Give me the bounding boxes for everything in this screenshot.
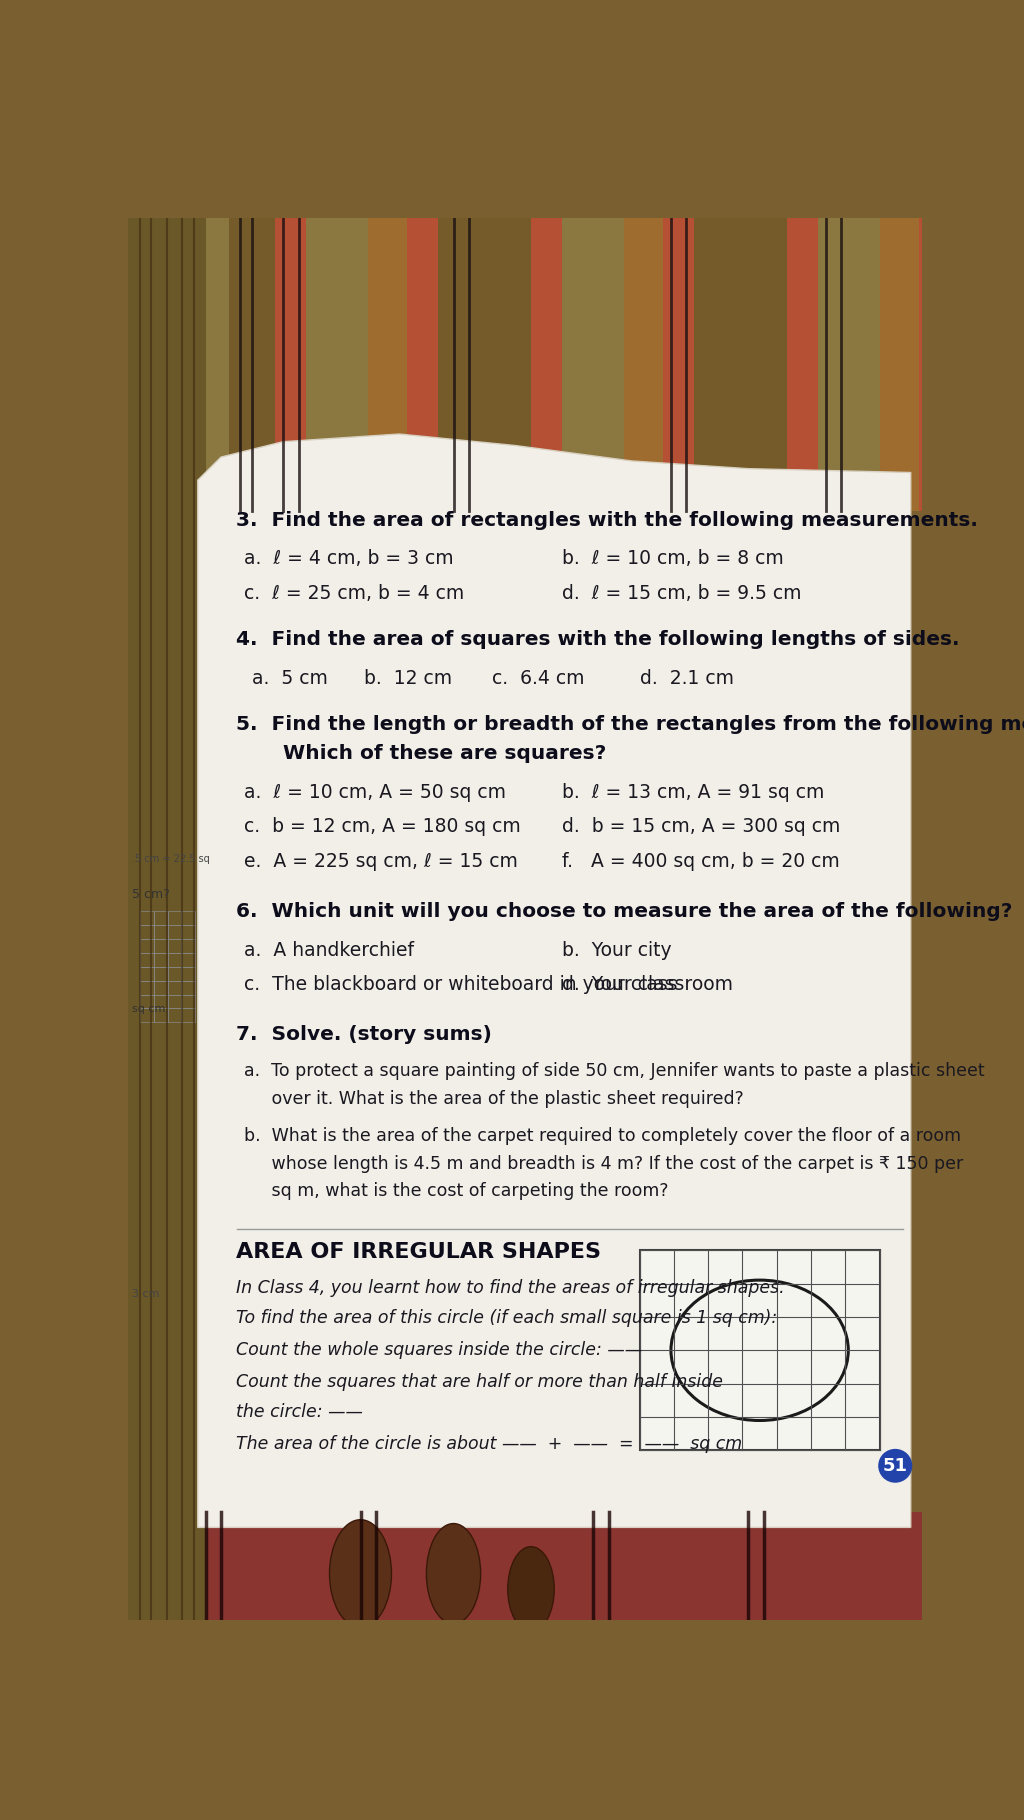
Bar (154, 966, 168, 981)
Text: b.  ℓ = 10 cm, b = 8 cm: b. ℓ = 10 cm, b = 8 cm (562, 550, 783, 568)
Text: b.  Your city: b. Your city (562, 941, 672, 959)
Bar (168, 966, 181, 981)
Text: 5 cm?: 5 cm? (132, 888, 170, 901)
Text: In Class 4, you learnt how to find the areas of irregular shapes.: In Class 4, you learnt how to find the a… (237, 1279, 785, 1298)
Bar (228, 218, 275, 511)
Bar (438, 218, 484, 511)
Bar (484, 218, 531, 511)
Text: AREA OF IRREGULAR SHAPES: AREA OF IRREGULAR SHAPES (237, 1243, 601, 1263)
Text: a.  To protect a square painting of side 50 cm, Jennifer wants to paste a plasti: a. To protect a square painting of side … (245, 1063, 985, 1081)
Bar (139, 912, 154, 925)
Polygon shape (198, 433, 910, 1527)
Bar (624, 218, 663, 511)
Bar (168, 1008, 181, 1023)
Text: To find the area of this circle (if each small square is 1 sq cm):: To find the area of this circle (if each… (237, 1309, 778, 1327)
Text: .5 cm = 22.5 sq: .5 cm = 22.5 sq (132, 854, 210, 864)
Bar (154, 925, 168, 939)
Bar (168, 939, 181, 954)
Text: a.  ℓ = 10 cm, A = 50 sq cm: a. ℓ = 10 cm, A = 50 sq cm (245, 783, 506, 803)
Bar (139, 966, 154, 981)
Text: over it. What is the area of the plastic sheet required?: over it. What is the area of the plastic… (245, 1090, 744, 1108)
Bar (740, 218, 786, 511)
Text: Which of these are squares?: Which of these are squares? (283, 744, 606, 763)
Bar (818, 218, 880, 511)
Bar (154, 1008, 168, 1023)
Text: d.  b = 15 cm, A = 300 sq cm: d. b = 15 cm, A = 300 sq cm (562, 817, 841, 837)
Bar (663, 218, 693, 511)
Text: c.  The blackboard or whiteboard in your class: c. The blackboard or whiteboard in your … (245, 976, 678, 994)
Bar (306, 218, 369, 511)
Ellipse shape (426, 1523, 480, 1623)
Bar (154, 954, 168, 966)
Text: The area of the circle is about ——  +  ——  =  ——  sq cm: The area of the circle is about —— + —— … (237, 1434, 742, 1452)
Bar (168, 994, 181, 1008)
Text: c.  ℓ = 25 cm, b = 4 cm: c. ℓ = 25 cm, b = 4 cm (245, 584, 465, 602)
Bar (128, 1512, 922, 1620)
Bar (128, 218, 922, 511)
Bar (154, 912, 168, 925)
Text: the circle: ——: the circle: —— (237, 1403, 364, 1421)
Bar (181, 994, 196, 1008)
Bar (139, 939, 154, 954)
Bar (168, 925, 181, 939)
Bar (181, 981, 196, 994)
Ellipse shape (508, 1547, 554, 1631)
Circle shape (879, 1449, 912, 1483)
Text: 51: 51 (883, 1456, 907, 1474)
Text: 5.  Find the length or breadth of the rectangles from the following measurements: 5. Find the length or breadth of the rec… (237, 715, 1024, 733)
Text: Count the whole squares inside the circle: ——: Count the whole squares inside the circl… (237, 1341, 643, 1360)
Bar (154, 981, 168, 994)
Text: sq cm.: sq cm. (132, 1005, 169, 1014)
Text: 3 cm: 3 cm (132, 1289, 160, 1299)
Text: a.  A handkerchief: a. A handkerchief (245, 941, 415, 959)
Bar (168, 912, 181, 925)
Bar (919, 218, 949, 511)
Text: d.  Your classroom: d. Your classroom (562, 976, 733, 994)
Text: 7.  Solve. (story sums): 7. Solve. (story sums) (237, 1025, 493, 1045)
Bar (181, 939, 196, 954)
Text: Count the squares that are half or more than half inside: Count the squares that are half or more … (237, 1374, 724, 1392)
Text: c.  b = 12 cm, A = 180 sq cm: c. b = 12 cm, A = 180 sq cm (245, 817, 521, 837)
Bar (139, 925, 154, 939)
Text: 3.  Find the area of rectangles with the following measurements.: 3. Find the area of rectangles with the … (237, 511, 978, 530)
Text: b.  12 cm: b. 12 cm (365, 668, 453, 688)
Text: sq m, what is the cost of carpeting the room?: sq m, what is the cost of carpeting the … (245, 1183, 669, 1201)
Bar (640, 1250, 880, 1451)
Bar (139, 981, 154, 994)
Bar (181, 954, 196, 966)
Bar (154, 939, 168, 954)
Bar (786, 218, 818, 511)
Bar (139, 954, 154, 966)
Bar (407, 218, 438, 511)
Bar (181, 912, 196, 925)
Bar (562, 218, 624, 511)
Bar (369, 218, 407, 511)
Text: d.  2.1 cm: d. 2.1 cm (640, 668, 733, 688)
Bar (168, 954, 181, 966)
Text: whose length is 4.5 m and breadth is 4 m? If the cost of the carpet is ₹ 150 per: whose length is 4.5 m and breadth is 4 m… (245, 1154, 964, 1172)
Bar (693, 218, 740, 511)
Bar (275, 218, 306, 511)
Text: e.  A = 225 sq cm, ℓ = 15 cm: e. A = 225 sq cm, ℓ = 15 cm (245, 852, 518, 872)
Bar (154, 994, 168, 1008)
Bar (181, 925, 196, 939)
Text: c.  6.4 cm: c. 6.4 cm (493, 668, 585, 688)
Bar (139, 994, 154, 1008)
Text: a.  ℓ = 4 cm, b = 3 cm: a. ℓ = 4 cm, b = 3 cm (245, 550, 454, 568)
Bar (139, 1008, 154, 1023)
Bar (531, 218, 562, 511)
Text: a.  5 cm: a. 5 cm (252, 668, 328, 688)
Bar (168, 981, 181, 994)
Text: b.  What is the area of the carpet required to completely cover the floor of a r: b. What is the area of the carpet requir… (245, 1127, 962, 1145)
Bar (181, 966, 196, 981)
Text: d.  ℓ = 15 cm, b = 9.5 cm: d. ℓ = 15 cm, b = 9.5 cm (562, 584, 802, 602)
Text: b.  ℓ = 13 cm, A = 91 sq cm: b. ℓ = 13 cm, A = 91 sq cm (562, 783, 824, 803)
Text: 6.  Which unit will you choose to measure the area of the following?: 6. Which unit will you choose to measure… (237, 903, 1013, 921)
Bar (880, 218, 919, 511)
Text: f.   A = 400 sq cm, b = 20 cm: f. A = 400 sq cm, b = 20 cm (562, 852, 840, 872)
Bar (181, 1008, 196, 1023)
Ellipse shape (330, 1520, 391, 1627)
Text: 4.  Find the area of squares with the following lengths of sides.: 4. Find the area of squares with the fol… (237, 630, 961, 650)
Bar (128, 218, 206, 1620)
